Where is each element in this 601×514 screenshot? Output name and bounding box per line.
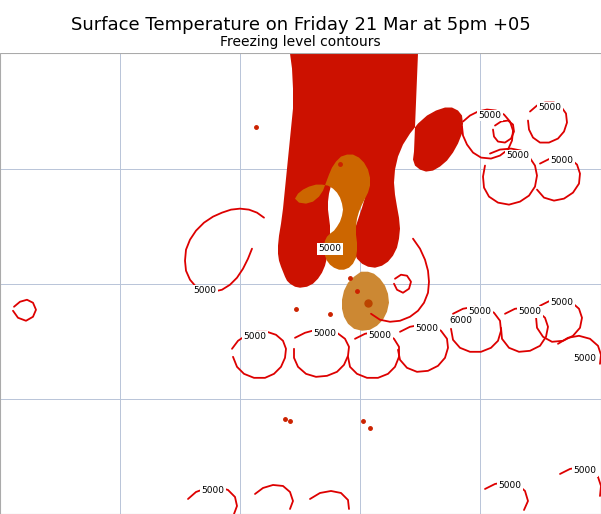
Text: 5000: 5000 (507, 151, 529, 160)
Text: Freezing level contours: Freezing level contours (220, 35, 381, 49)
Polygon shape (278, 53, 463, 288)
Polygon shape (295, 155, 370, 270)
Text: 5000: 5000 (538, 103, 561, 112)
Text: 5000: 5000 (498, 482, 522, 490)
Text: 6000: 6000 (450, 316, 472, 325)
Text: 5000: 5000 (194, 286, 216, 295)
Text: 5000: 5000 (573, 466, 597, 475)
Text: 5000: 5000 (551, 298, 573, 307)
Polygon shape (342, 272, 389, 331)
Text: 5000: 5000 (573, 354, 597, 363)
Text: 5000: 5000 (201, 486, 225, 495)
Text: 5000: 5000 (368, 332, 391, 340)
Text: 5000: 5000 (469, 307, 492, 316)
Text: Surface Temperature on Friday 21 Mar at 5pm +05: Surface Temperature on Friday 21 Mar at … (71, 16, 530, 34)
Text: 5000: 5000 (319, 244, 341, 253)
Text: 5000: 5000 (519, 307, 542, 316)
Text: 5000: 5000 (243, 332, 266, 341)
Text: 5000: 5000 (478, 111, 501, 120)
Text: 5000: 5000 (415, 324, 439, 333)
Text: 5000: 5000 (314, 329, 337, 338)
Text: 5000: 5000 (551, 156, 573, 165)
